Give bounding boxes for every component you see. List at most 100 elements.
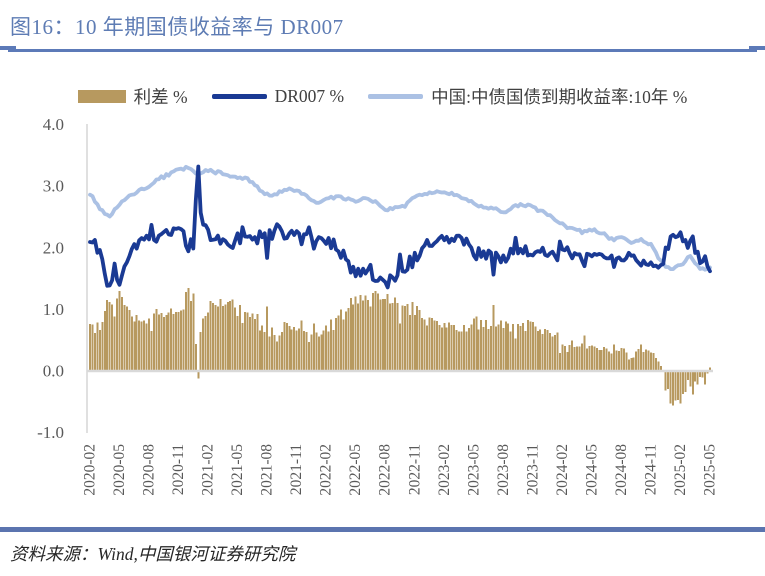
spread-bar bbox=[283, 322, 286, 371]
spread-bar bbox=[541, 334, 544, 371]
spread-bar bbox=[426, 325, 429, 371]
spread-bar bbox=[123, 304, 126, 371]
spread-bar bbox=[576, 346, 579, 371]
spread-bar bbox=[399, 323, 401, 371]
spread-bar bbox=[263, 331, 266, 371]
spread-bar bbox=[91, 324, 94, 371]
spread-bar bbox=[536, 331, 539, 371]
spread-bar bbox=[303, 330, 305, 371]
spread-bar bbox=[133, 321, 136, 371]
x-tick-label: 2021-05 bbox=[229, 444, 246, 496]
spread-bar bbox=[613, 344, 615, 371]
spread-bar bbox=[202, 318, 205, 371]
spread-bar bbox=[182, 309, 185, 371]
spread-bar bbox=[519, 326, 522, 371]
spread-bar bbox=[369, 306, 372, 371]
spread-bar bbox=[184, 292, 187, 371]
spread-bar bbox=[554, 335, 556, 371]
spread-bar bbox=[342, 319, 345, 371]
spread-bar bbox=[699, 371, 702, 377]
x-tick-label: 2020-11 bbox=[170, 444, 187, 495]
spread-bar bbox=[305, 332, 308, 371]
spread-bar bbox=[180, 310, 182, 371]
x-tick-label: 2021-11 bbox=[288, 444, 305, 495]
spread-bar bbox=[490, 325, 492, 371]
spread-bar bbox=[669, 371, 672, 404]
cgb10y-line-swatch-icon bbox=[368, 94, 424, 99]
spread-bar bbox=[261, 325, 264, 371]
spread-bar bbox=[654, 357, 657, 371]
spread-bar bbox=[165, 315, 168, 371]
spread-bar bbox=[581, 343, 583, 371]
spread-bar bbox=[246, 312, 249, 371]
spread-bar bbox=[241, 322, 244, 371]
spread-bar bbox=[472, 318, 475, 371]
title-rule bbox=[8, 49, 757, 52]
spread-bar bbox=[175, 311, 178, 371]
spread-bar bbox=[384, 299, 387, 371]
spread-bar bbox=[207, 312, 210, 371]
spread-bar bbox=[244, 312, 246, 371]
spread-bar bbox=[563, 346, 566, 371]
spread-bar bbox=[709, 367, 711, 371]
spread-bar bbox=[497, 324, 500, 371]
spread-bar bbox=[391, 302, 394, 371]
spread-bar bbox=[253, 318, 256, 371]
spread-bar bbox=[435, 321, 438, 371]
spread-bar bbox=[285, 322, 288, 371]
spread-bar bbox=[445, 327, 448, 371]
spread-bar bbox=[608, 351, 611, 371]
spread-bar bbox=[632, 357, 635, 371]
spread-bar bbox=[145, 323, 148, 371]
spread-bar bbox=[406, 303, 409, 371]
spread-bar bbox=[143, 320, 146, 371]
spread-bar bbox=[448, 322, 451, 371]
x-tick-label: 2022-02 bbox=[318, 444, 335, 496]
spread-bar bbox=[234, 307, 237, 371]
legend-label-dr007: DR007 % bbox=[274, 86, 345, 106]
spread-bar bbox=[485, 319, 488, 371]
spread-bar bbox=[610, 353, 613, 371]
x-tick-label: 2024-08 bbox=[613, 444, 630, 496]
spread-bar bbox=[367, 300, 369, 371]
spread-bar bbox=[371, 293, 374, 371]
spread-bar bbox=[320, 334, 323, 371]
spread-bar bbox=[598, 350, 601, 371]
spread-bar bbox=[325, 325, 328, 371]
spread-bar bbox=[121, 297, 123, 371]
spread-bar bbox=[684, 371, 687, 393]
spread-bar bbox=[118, 290, 121, 371]
spread-bar bbox=[440, 327, 443, 371]
spread-bar bbox=[148, 318, 150, 371]
spread-bar bbox=[194, 344, 197, 371]
spread-bar bbox=[199, 331, 202, 371]
spread-bar bbox=[571, 340, 574, 371]
spread-bar bbox=[337, 315, 340, 371]
spread-bar bbox=[344, 311, 347, 371]
spread-bar bbox=[689, 371, 692, 387]
spread-bar bbox=[155, 308, 158, 371]
spread-bar bbox=[583, 335, 586, 371]
spread-bar bbox=[679, 371, 682, 404]
spread-bar bbox=[672, 371, 675, 406]
spread-bar bbox=[317, 336, 320, 371]
x-tick-label: 2025-05 bbox=[701, 444, 718, 496]
spread-bar bbox=[300, 320, 303, 371]
legend-label-cgb10y: 中国:中债国债到期收益率:10年 % bbox=[431, 87, 688, 107]
spread-bar bbox=[170, 308, 173, 371]
spread-bar bbox=[214, 305, 217, 371]
spread-bar bbox=[231, 299, 234, 371]
spread-bar bbox=[603, 347, 606, 371]
spread-bar bbox=[593, 346, 596, 371]
spread-bar bbox=[98, 330, 101, 371]
spread-bar bbox=[600, 349, 603, 371]
x-tick-label: 2023-02 bbox=[436, 444, 453, 496]
x-tick-label: 2021-02 bbox=[200, 444, 217, 496]
spread-bar bbox=[512, 323, 515, 371]
spread-bar bbox=[507, 323, 510, 371]
spread-bar bbox=[162, 317, 165, 371]
spread-bar bbox=[652, 353, 655, 371]
spread-bar bbox=[477, 329, 480, 371]
spread-bar bbox=[640, 344, 643, 371]
spread-bar bbox=[416, 306, 419, 371]
